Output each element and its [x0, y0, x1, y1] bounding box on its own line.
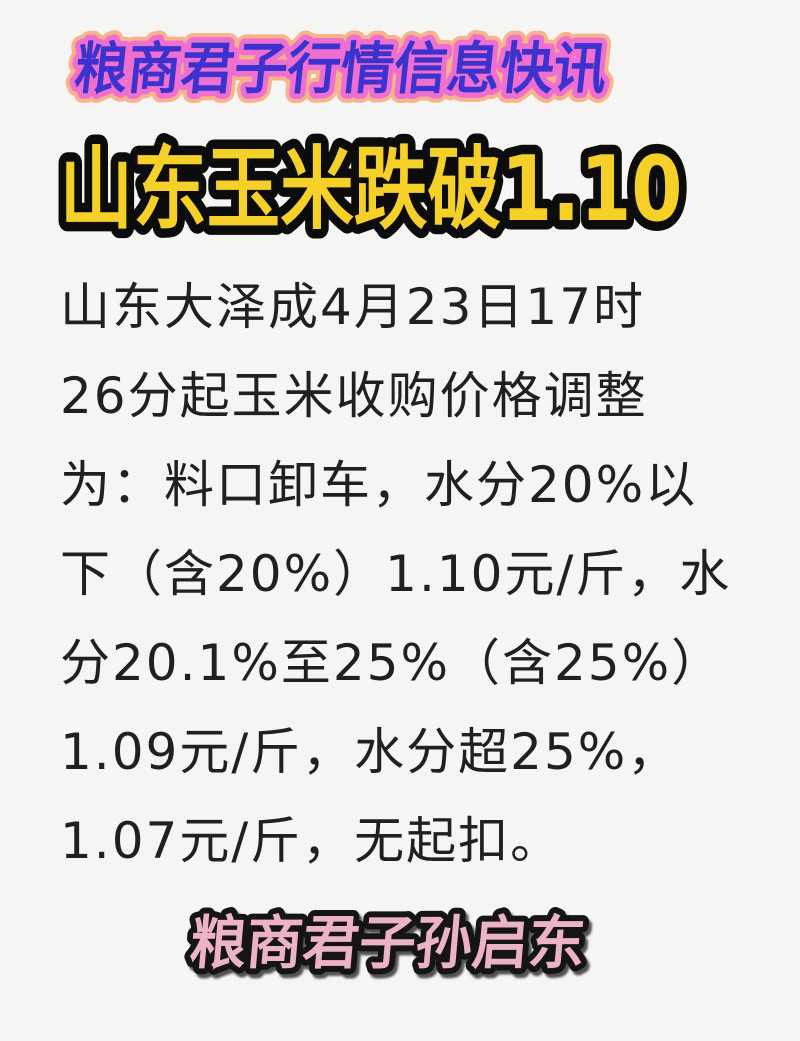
body-line: 山东大泽成4月23日17时 [60, 278, 646, 336]
headline-banner: 山东玉米跌破1.10 山东玉米跌破1.10 [50, 128, 692, 252]
header-text-halo: 粮商君子行情信息快讯 [71, 37, 610, 102]
headline-text: 山东玉米跌破1.10 [60, 137, 683, 242]
header-text-outline: 粮商君子行情信息快讯 [71, 37, 610, 102]
header-text: 粮商君子行情信息快讯 [71, 37, 610, 102]
footer-signature: 粮商君子孙启东 粮商君子孙启东 [181, 903, 594, 983]
announcement-body: 山东大泽成4月23日17时 26分起玉米收购价格调整 为：料口卸车，水分20%以… [60, 263, 764, 886]
body-line: 1.07元/斤，无起扣。 [60, 812, 563, 870]
body-line: 下（含20%）1.10元/斤，水 [60, 545, 732, 603]
body-line: 26分起玉米收购价格调整 [60, 367, 648, 425]
footer-text: 粮商君子孙启东 [187, 909, 588, 977]
body-line: 为：料口卸车，水分20%以 [60, 456, 698, 514]
body-line: 1.09元/斤，水分超25%， [60, 723, 680, 781]
headline-text-outline: 山东玉米跌破1.10 [60, 137, 683, 242]
body-line: 分20.1%至25%（含25%） [60, 634, 724, 692]
header-banner: 粮商君子行情信息快讯 粮商君子行情信息快讯 粮商君子行情信息快讯 [62, 28, 620, 112]
footer-text-outline: 粮商君子孙启东 [187, 909, 588, 977]
